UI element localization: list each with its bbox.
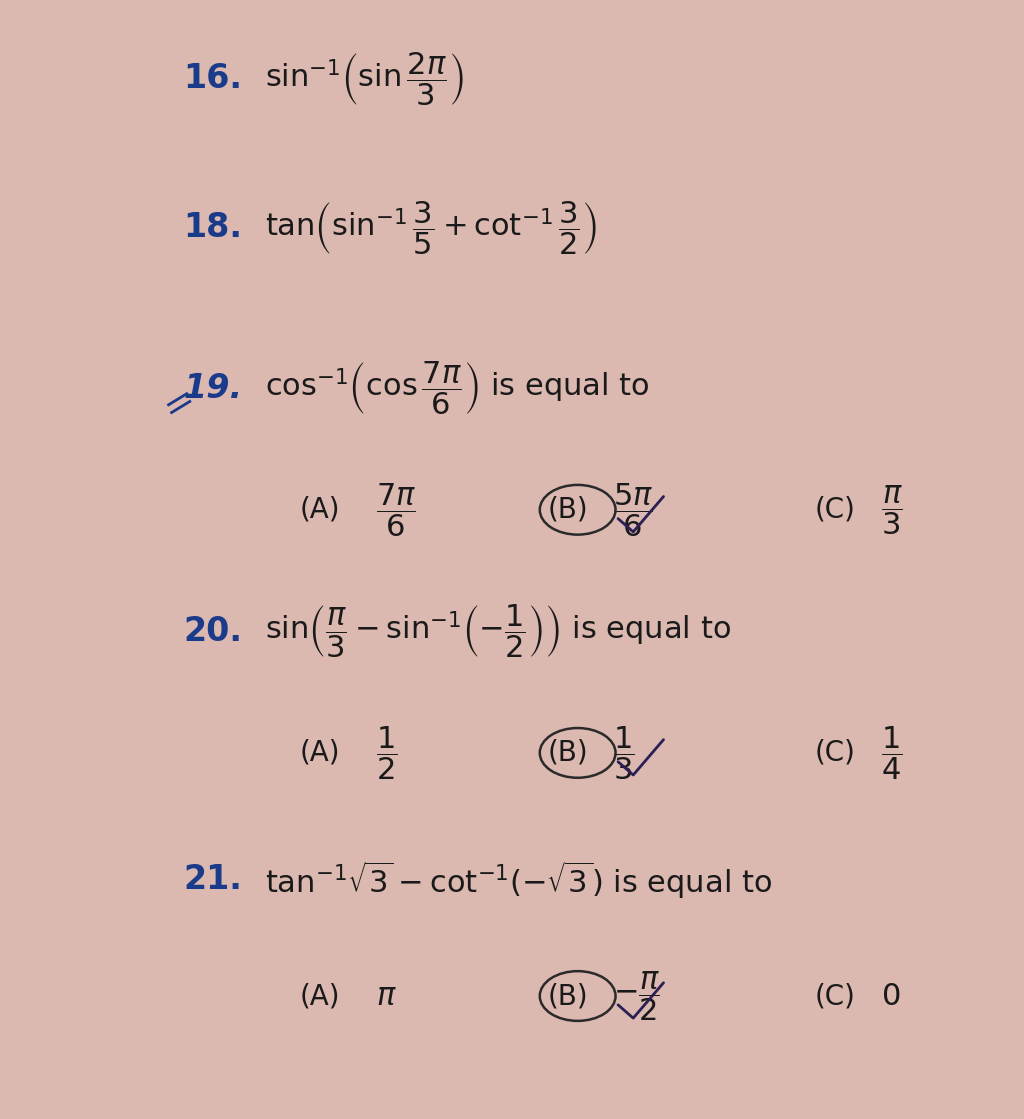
Text: (B): (B) <box>548 496 588 524</box>
Text: 20.: 20. <box>183 614 243 648</box>
Text: $\dfrac{1}{3}$: $\dfrac{1}{3}$ <box>613 724 635 782</box>
Text: 16.: 16. <box>183 63 243 95</box>
Text: (B): (B) <box>548 982 588 1010</box>
Text: (C): (C) <box>815 982 856 1010</box>
Text: $\dfrac{\pi}{3}$: $\dfrac{\pi}{3}$ <box>881 483 902 536</box>
Text: (A): (A) <box>300 739 340 767</box>
Text: $0$: $0$ <box>881 981 900 1010</box>
Text: (A): (A) <box>300 982 340 1010</box>
Text: $\dfrac{5\pi}{6}$: $\dfrac{5\pi}{6}$ <box>613 481 653 538</box>
Text: $\sin\!\left(\dfrac{\pi}{3}-\sin^{-1}\!\left(-\dfrac{1}{2}\right)\right)\text{ i: $\sin\!\left(\dfrac{\pi}{3}-\sin^{-1}\!\… <box>264 602 730 660</box>
Text: $\tan^{-1}\!\sqrt{3}-\cot^{-1}\!(-\sqrt{3})\text{ is equal to}$: $\tan^{-1}\!\sqrt{3}-\cot^{-1}\!(-\sqrt{… <box>264 859 771 901</box>
Text: 18.: 18. <box>183 211 243 244</box>
Text: 19.: 19. <box>183 372 243 405</box>
Text: $\dfrac{7\pi}{6}$: $\dfrac{7\pi}{6}$ <box>376 481 416 538</box>
Text: (C): (C) <box>815 739 856 767</box>
Text: $\tan\!\left(\sin^{-1}\dfrac{3}{5}+\cot^{-1}\dfrac{3}{2}\right)$: $\tan\!\left(\sin^{-1}\dfrac{3}{5}+\cot^… <box>264 199 597 256</box>
Text: $\cos^{-1}\!\left(\cos\dfrac{7\pi}{6}\right)\text{ is equal to}$: $\cos^{-1}\!\left(\cos\dfrac{7\pi}{6}\ri… <box>264 359 649 417</box>
Text: $\sin^{-1}\!\left(\sin\dfrac{2\pi}{3}\right)$: $\sin^{-1}\!\left(\sin\dfrac{2\pi}{3}\ri… <box>264 50 463 107</box>
Text: (C): (C) <box>815 496 856 524</box>
Text: (B): (B) <box>548 739 588 767</box>
Text: $\dfrac{1}{2}$: $\dfrac{1}{2}$ <box>376 724 397 782</box>
Text: $\pi$: $\pi$ <box>376 981 396 1010</box>
Text: 21.: 21. <box>183 864 243 896</box>
Text: $\dfrac{1}{4}$: $\dfrac{1}{4}$ <box>881 724 902 782</box>
Text: $-\dfrac{\pi}{2}$: $-\dfrac{\pi}{2}$ <box>613 969 660 1023</box>
Text: (A): (A) <box>300 496 340 524</box>
